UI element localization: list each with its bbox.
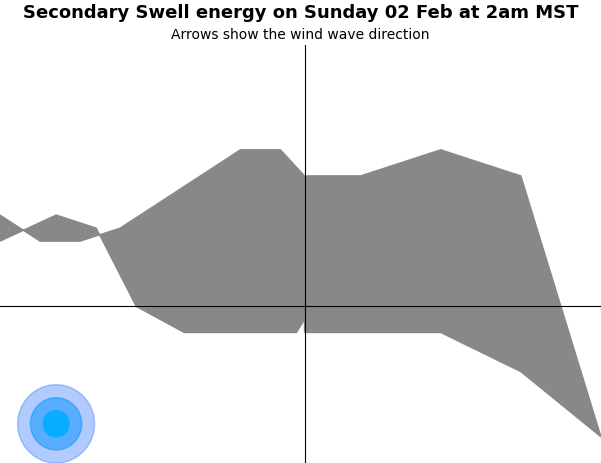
Polygon shape <box>305 150 601 437</box>
Polygon shape <box>31 398 82 450</box>
Polygon shape <box>43 411 69 437</box>
Text: Secondary Swell energy on Sunday 02 Feb at 2am MST: Secondary Swell energy on Sunday 02 Feb … <box>23 4 578 22</box>
Polygon shape <box>17 385 94 463</box>
Text: Arrows show the wind wave direction: Arrows show the wind wave direction <box>171 28 430 42</box>
Polygon shape <box>0 150 305 333</box>
